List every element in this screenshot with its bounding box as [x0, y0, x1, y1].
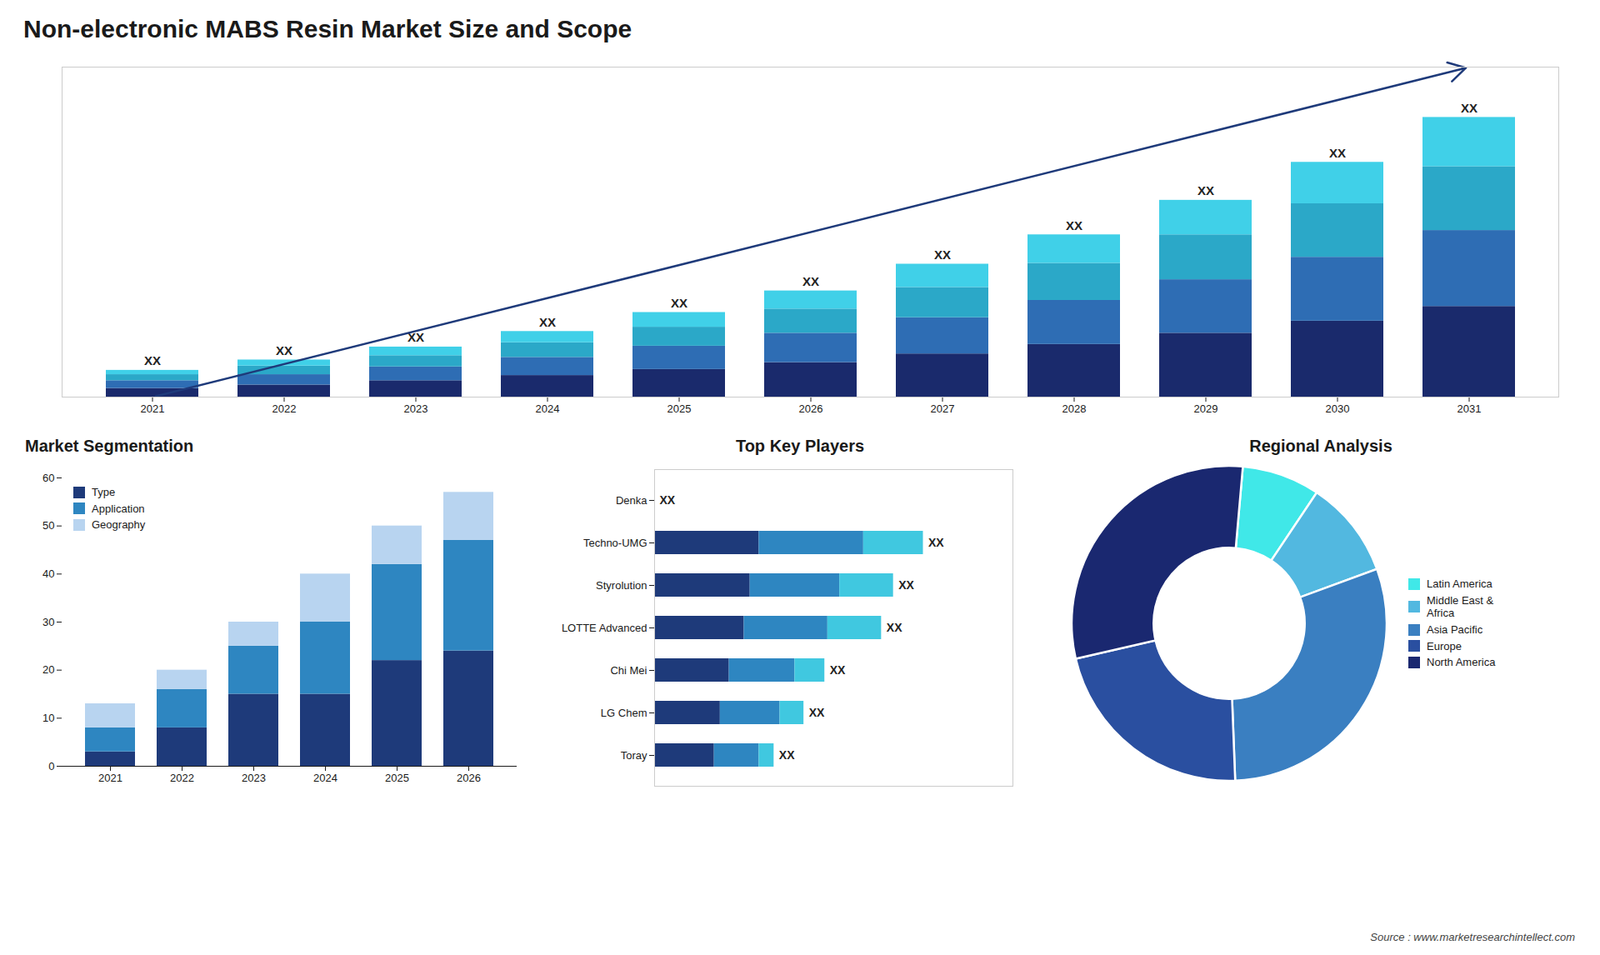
html-text:Non-electronic MABS Resin Mark: Non-electronic MABS Resin Market Size an…: [23, 15, 632, 43]
svg-text:2025: 2025: [385, 771, 410, 785]
svg-text:2030: 2030: [1325, 402, 1350, 415]
svg-text:XX: XX: [830, 663, 846, 677]
svg-text:2026: 2026: [456, 771, 481, 785]
svg-text:50: 50: [42, 519, 55, 532]
html-text:Market Segmentation: Market Segmentation: [25, 436, 194, 455]
html-text:Regional Analysis: Regional Analysis: [1249, 436, 1393, 455]
html-text:Geography: Geography: [91, 518, 146, 531]
svg-text:Styrolution: Styrolution: [595, 579, 647, 592]
svg-text:40: 40: [42, 567, 55, 580]
svg-text:XX: XX: [934, 247, 951, 262]
svg-text:XX: XX: [539, 315, 556, 330]
svg-text:2021: 2021: [140, 402, 165, 415]
svg-text:10: 10: [42, 711, 55, 725]
svg-text:2027: 2027: [930, 402, 955, 415]
svg-text:XX: XX: [779, 748, 795, 762]
svg-text:Chi Mei: Chi Mei: [610, 664, 647, 677]
svg-text:Toray: Toray: [620, 749, 648, 762]
svg-text:XX: XX: [886, 620, 903, 635]
html-text:North America: North America: [1426, 656, 1496, 669]
svg-text:20: 20: [42, 663, 55, 676]
html-text:Application: Application: [91, 502, 145, 515]
svg-text:LOTTE Advanced: LOTTE Advanced: [561, 621, 648, 635]
svg-text:0: 0: [48, 760, 55, 773]
svg-text:XX: XX: [1460, 100, 1478, 115]
svg-text:2023: 2023: [241, 771, 266, 785]
svg-text:XX: XX: [802, 274, 820, 289]
svg-text:2026: 2026: [799, 402, 824, 415]
svg-text:2023: 2023: [404, 402, 429, 415]
svg-text:2021: 2021: [98, 771, 123, 785]
svg-text:XX: XX: [275, 343, 293, 358]
svg-text:XX: XX: [1329, 145, 1346, 160]
svg-text:2022: 2022: [170, 771, 195, 785]
html-text:Type: Type: [91, 485, 116, 499]
svg-text:60: 60: [42, 471, 55, 485]
html-text:Europe: Europe: [1426, 639, 1462, 653]
svg-text:2025: 2025: [667, 402, 692, 415]
svg-text:XX: XX: [144, 353, 161, 368]
svg-text:XX: XX: [898, 578, 915, 592]
svg-text:XX: XX: [670, 295, 688, 310]
svg-text:XX: XX: [1065, 218, 1083, 233]
svg-text:XX: XX: [809, 705, 825, 720]
svg-text:XX: XX: [1197, 183, 1215, 198]
svg-text:2022: 2022: [272, 402, 297, 415]
svg-text:2031: 2031: [1457, 402, 1482, 415]
svg-text:2028: 2028: [1062, 402, 1087, 415]
html-text:Asia Pacific: Asia Pacific: [1426, 623, 1483, 636]
html-text:Middle East & Africa: Middle East & Africa: [1426, 594, 1494, 620]
svg-text:2024: 2024: [535, 402, 560, 415]
svg-text:XX: XX: [660, 493, 676, 507]
html-text:Source : www.marketresearchint: Source : www.marketresearchintellect.com: [1370, 930, 1575, 944]
html-text:Latin America: Latin America: [1426, 577, 1493, 591]
svg-text:XX: XX: [928, 535, 945, 550]
html-text:Top Key Players: Top Key Players: [735, 436, 865, 455]
svg-text:2024: 2024: [313, 771, 338, 785]
svg-text:2029: 2029: [1194, 402, 1219, 415]
svg-text:XX: XX: [407, 330, 425, 345]
svg-text:Techno-UMG: Techno-UMG: [583, 536, 648, 550]
svg-text:LG Chem: LG Chem: [600, 706, 648, 720]
svg-text:30: 30: [42, 615, 55, 629]
svg-text:Denka: Denka: [615, 494, 648, 507]
